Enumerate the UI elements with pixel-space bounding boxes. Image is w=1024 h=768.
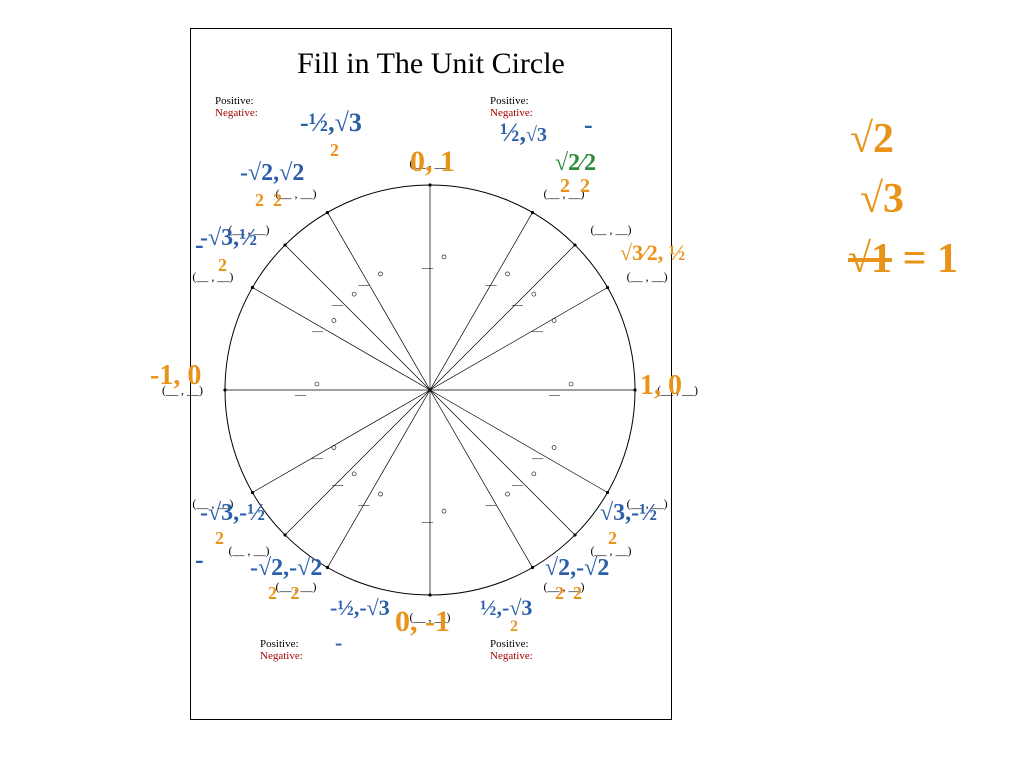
quad-label-q4: Positive: Negative: (490, 638, 533, 662)
anno-q4-330-den: 2 (608, 528, 617, 549)
anno-q2-150: -√3,½ (200, 225, 257, 252)
anno-q4-300: ½,-√3 (480, 595, 532, 621)
svg-text:__: __ (511, 295, 524, 307)
scribble-dash-3: - (195, 545, 204, 575)
positive-label: Positive: (490, 95, 529, 107)
svg-text:__: __ (294, 385, 307, 397)
svg-text:__: __ (357, 495, 370, 507)
negative-label: Negative: (490, 650, 533, 662)
anno-right: 1, 0 (640, 370, 682, 402)
svg-text:__: __ (357, 275, 370, 287)
anno-q2-135: -√2,√2 (240, 160, 304, 187)
positive-label: Positive: (490, 638, 529, 650)
anno-q4-330: √3,-½ (600, 500, 657, 527)
svg-text:__: __ (311, 321, 324, 333)
anno-q2-135-den: 2 2 (255, 190, 282, 211)
scribble-dash-2: - (584, 110, 593, 140)
scribble-dash-4: - (335, 630, 342, 656)
anno-q1-30: √3⁄2, ½ (620, 240, 685, 266)
anno-q4-300-den: 2 (510, 618, 518, 636)
svg-text:(__ , __): (__ , __) (591, 222, 632, 236)
quad-label-q2: Positive: Negative: (215, 95, 258, 119)
anno-q1-45: √2⁄2 (555, 150, 596, 177)
svg-text:__: __ (421, 258, 434, 270)
anno-q2-120-den: 2 (330, 140, 339, 161)
side-note-sqrt3: √3 (860, 175, 904, 223)
side-note-sqrt2: √2 (850, 115, 894, 163)
anno-q4-315-den: 2 2 (555, 583, 582, 604)
anno-q3-225-den: 2 2 (268, 583, 300, 604)
negative-label: Negative: (260, 650, 303, 662)
anno-q3-225: -√2,-√2 (250, 555, 322, 582)
anno-q3-210-den: 2 (215, 528, 224, 549)
svg-text:__: __ (485, 495, 498, 507)
scribble-dash-1: - (195, 230, 204, 260)
svg-text:__: __ (548, 385, 561, 397)
svg-text:__: __ (421, 512, 434, 524)
svg-text:__: __ (485, 275, 498, 287)
anno-bottom: 0, -1 (395, 605, 450, 639)
anno-q3-210: -√3,-½ (200, 500, 265, 527)
anno-q4-315: √2,-√2 (545, 555, 609, 582)
svg-text:(__ , __): (__ , __) (192, 270, 233, 284)
anno-q2-120: -½,√3 (300, 108, 362, 138)
anno-q1-45-den: 2 2 (560, 175, 590, 198)
svg-text:(__ , __): (__ , __) (627, 270, 668, 284)
svg-text:__: __ (531, 449, 544, 461)
svg-text:__: __ (311, 449, 324, 461)
anno-q1-60-num: ½,√3 (500, 118, 547, 148)
svg-text:__: __ (331, 295, 344, 307)
svg-text:__: __ (331, 475, 344, 487)
svg-text:__: __ (511, 475, 524, 487)
quad-label-q3: Positive: Negative: (260, 638, 303, 662)
negative-label: Negative: (215, 107, 258, 119)
positive-label: Positive: (260, 638, 299, 650)
quad-label-q1: Positive: Negative: (490, 95, 533, 119)
anno-left: -1, 0 (150, 360, 201, 392)
anno-top: 0, 1 (410, 145, 455, 179)
positive-label: Positive: (215, 95, 254, 107)
anno-q2-150-den: 2 (218, 255, 227, 276)
anno-q3-240: -½,-√3 (330, 595, 390, 621)
svg-text:__: __ (531, 321, 544, 333)
side-note-sqrt1eq1: √1 = 1 (848, 235, 958, 283)
